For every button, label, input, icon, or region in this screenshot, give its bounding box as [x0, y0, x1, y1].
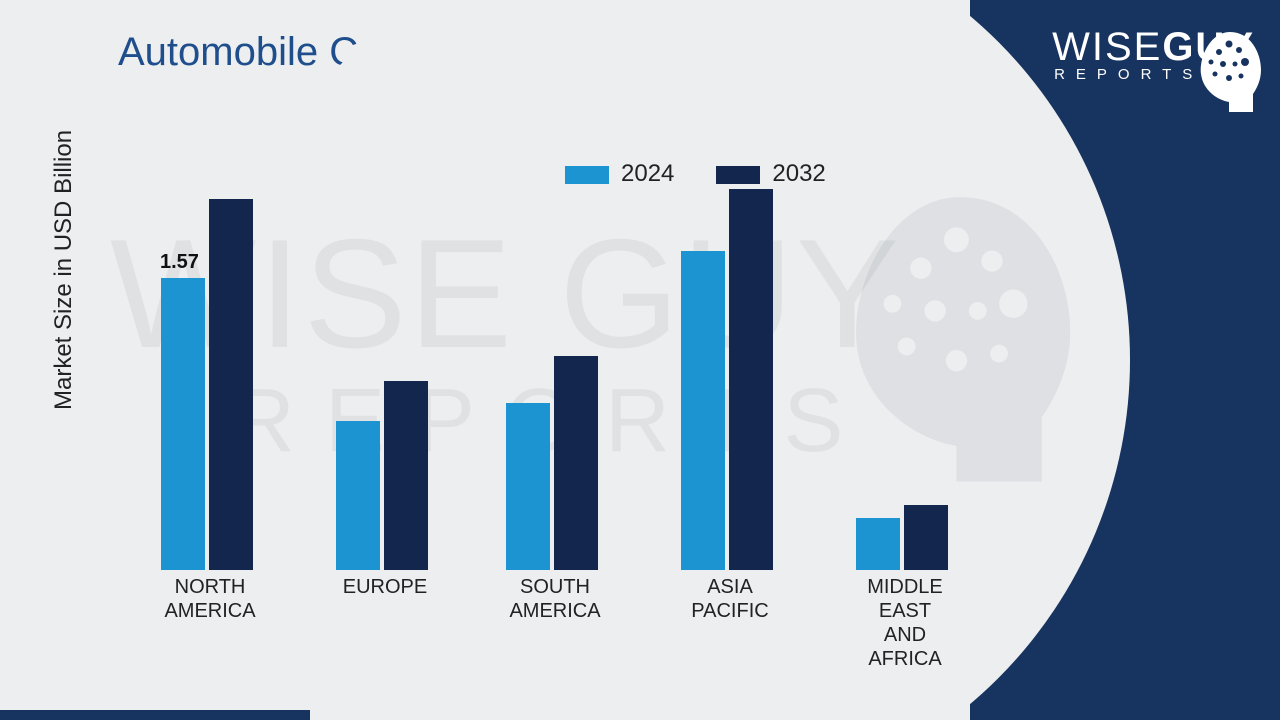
- bar-series-a: [856, 518, 900, 570]
- bar-series-a: [681, 251, 725, 570]
- bar-chart: 2024 2032 Market Size in USD Billion 1.5…: [60, 160, 1020, 680]
- brain-head-icon: [1195, 30, 1265, 120]
- y-axis-label: Market Size in USD Billion: [50, 130, 78, 410]
- category-label: ASIAPACIFIC: [655, 575, 805, 623]
- bar-value-label: 1.57: [160, 251, 199, 274]
- bar-series-b: [904, 505, 948, 570]
- category-label: MIDDLEEASTANDAFRICA: [830, 575, 980, 671]
- bar-series-b: [209, 199, 253, 570]
- category-label: EUROPE: [310, 575, 460, 599]
- bottom-accent-bar: [0, 710, 310, 720]
- bar-series-b: [554, 356, 598, 570]
- brand-logo: WISEGUY REPORTS: [1052, 25, 1255, 83]
- plot-area: 1.57: [130, 180, 1010, 570]
- canvas: WISEGUY REPORTS WISE GUY REPORTS Automob…: [0, 0, 1280, 720]
- category-label: NORTHAMERICA: [135, 575, 285, 623]
- bar-series-a: [506, 403, 550, 570]
- bar-series-a: [336, 421, 380, 570]
- bar-series-b: [729, 189, 773, 570]
- bar-series-a: [161, 278, 205, 570]
- category-label: SOUTHAMERICA: [480, 575, 630, 623]
- bar-series-b: [384, 381, 428, 570]
